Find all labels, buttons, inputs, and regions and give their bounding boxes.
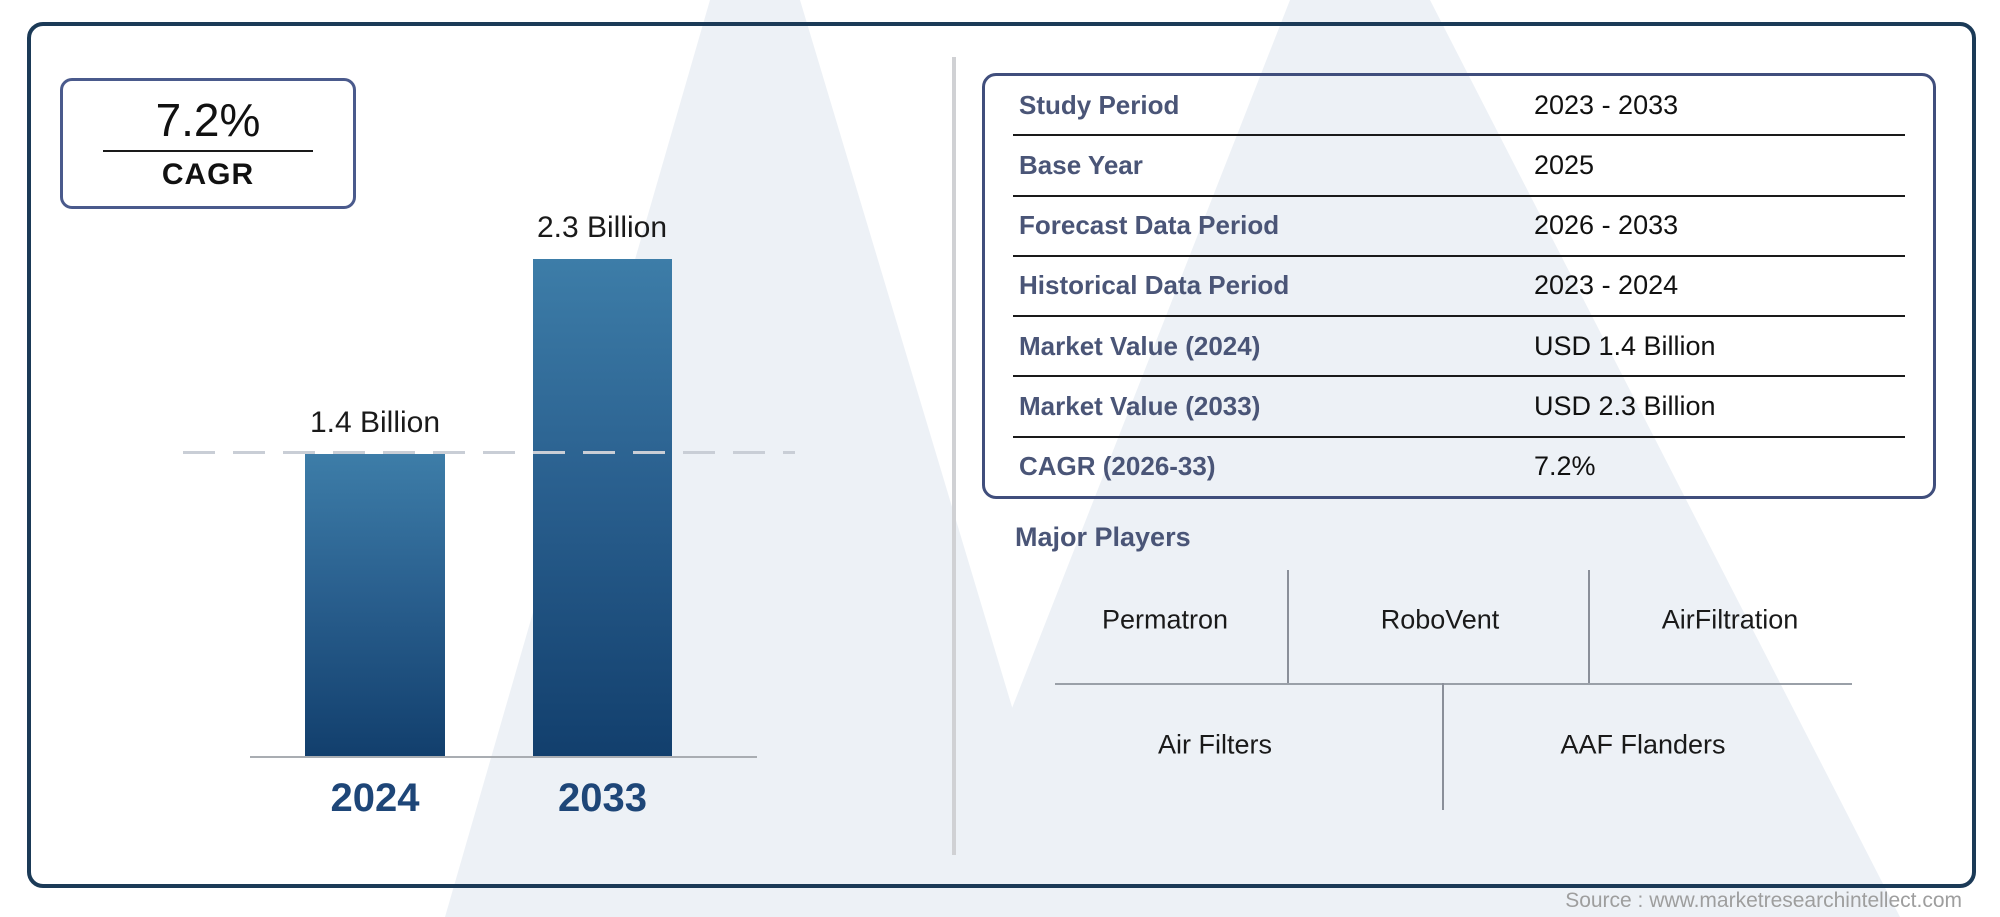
bar-2033: [533, 259, 672, 756]
x-tick-2024: 2024: [330, 776, 420, 820]
players-vertical-divider-3: [1442, 683, 1444, 810]
row-value: USD 1.4 Billion: [1534, 330, 1716, 361]
players-vertical-divider-2: [1588, 570, 1590, 683]
player-aaf-flanders: AAF Flanders: [1560, 729, 1726, 760]
player-air-filters: Air Filters: [1158, 729, 1272, 760]
cagr-value: 7.2%: [155, 93, 261, 146]
table-row: Market Value (2024) USD 1.4 Billion: [1013, 317, 1905, 378]
table-row: Study Period 2023 - 2033: [1013, 76, 1905, 137]
table-row: Historical Data Period 2023 - 2024: [1013, 257, 1905, 318]
row-label: Base Year: [1019, 149, 1143, 180]
table-row: Market Value (2033) USD 2.3 Billion: [1013, 377, 1905, 438]
row-value: 2026 - 2033: [1534, 210, 1679, 241]
row-value: USD 2.3 Billion: [1534, 391, 1716, 422]
row-value: 2023 - 2024: [1534, 270, 1679, 301]
row-label: Study Period: [1019, 89, 1180, 120]
player-permatron: Permatron: [1101, 604, 1229, 635]
row-value: 7.2%: [1534, 451, 1596, 482]
row-label: Market Value (2024): [1019, 330, 1261, 361]
reference-dashed-line: [183, 451, 795, 454]
infographic-frame: [27, 22, 1976, 888]
major-players-heading: Major Players: [1015, 522, 1191, 552]
x-axis-baseline: [250, 756, 757, 758]
market-info-table: Study Period 2023 - 2033 Base Year 2025 …: [982, 73, 1936, 499]
cagr-divider-line: [103, 150, 313, 153]
cagr-box: 7.2% CAGR: [60, 78, 356, 209]
source-attribution: Source : www.marketresearchintellect.com: [1565, 889, 1962, 912]
watermark-right-peak: [930, 0, 1900, 917]
player-robovent: RoboVent: [1380, 604, 1500, 635]
table-row: CAGR (2026-33) 7.2%: [1013, 438, 1905, 496]
section-divider: [952, 57, 956, 855]
row-label: Market Value (2033): [1019, 391, 1261, 422]
bar-value-label-2024: 1.4 Billion: [309, 406, 441, 439]
bar-2024: [305, 454, 445, 756]
x-tick-2033: 2033: [558, 776, 647, 820]
table-row: Base Year 2025: [1013, 136, 1905, 197]
bar-value-label-2033: 2.3 Billion: [536, 211, 668, 244]
row-label: Historical Data Period: [1019, 270, 1290, 301]
players-vertical-divider-1: [1287, 570, 1289, 683]
players-horizontal-divider: [1055, 683, 1852, 685]
player-airfiltration: AirFiltration: [1661, 604, 1799, 635]
row-label: CAGR (2026-33): [1019, 451, 1216, 482]
table-row: Forecast Data Period 2026 - 2033: [1013, 197, 1905, 257]
row-label: Forecast Data Period: [1019, 210, 1280, 241]
row-value: 2023 - 2033: [1534, 89, 1679, 120]
cagr-label: CAGR: [161, 158, 255, 192]
row-value: 2025: [1534, 149, 1595, 180]
